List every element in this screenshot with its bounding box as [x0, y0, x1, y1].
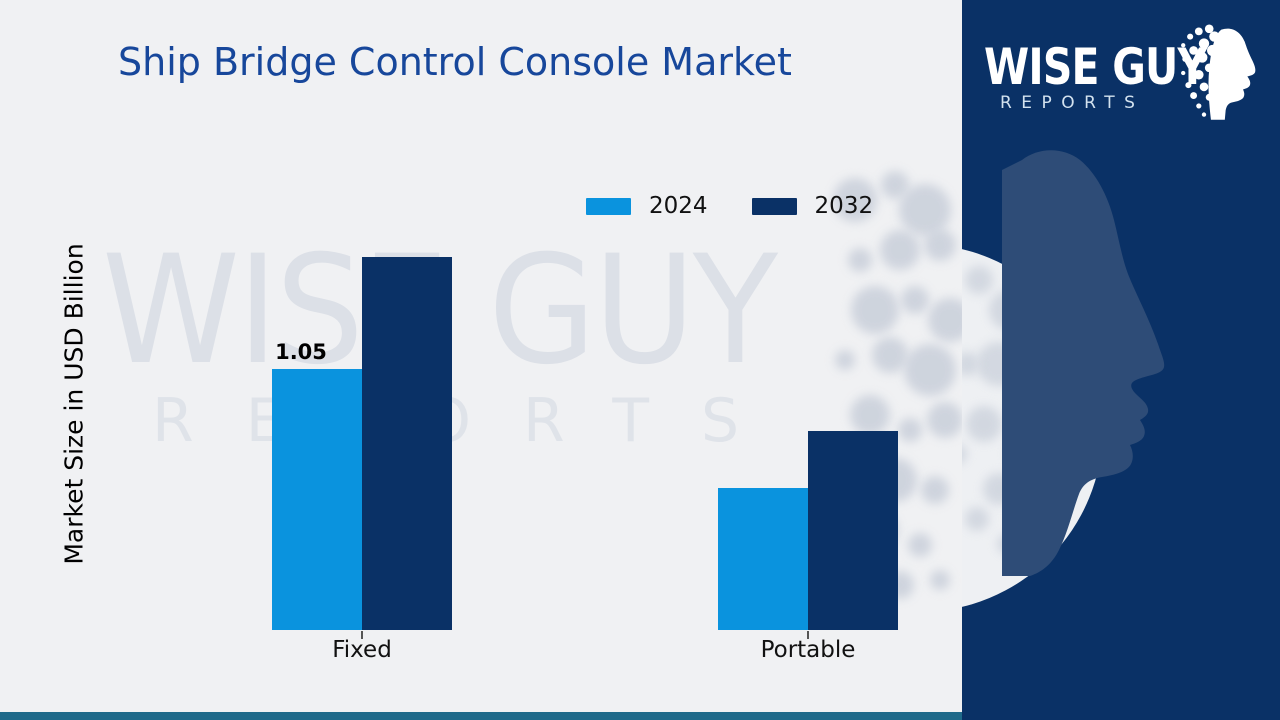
- brand-logo-name: WISE GUY: [984, 38, 1207, 96]
- brand-logo-sub: REPORTS: [1000, 93, 1145, 113]
- plot-area: 1.05 Fixed Portable: [0, 232, 962, 663]
- bar-value-label-fixed-2024: 1.05: [275, 339, 327, 364]
- bar-portable-2032: [808, 431, 898, 630]
- footer-accent-bar: [0, 712, 1280, 720]
- legend-item-2032: 2032: [751, 193, 874, 219]
- legend-swatch-2032: [751, 197, 797, 215]
- legend-item-2024: 2024: [586, 193, 708, 219]
- x-axis-tick-fixed: [361, 631, 363, 639]
- legend: 2024 2032: [586, 193, 873, 219]
- category-label-fixed: Fixed: [332, 637, 392, 663]
- bar-portable-2024: [718, 488, 808, 630]
- bar-fixed-2024: [272, 368, 362, 630]
- brand-panel: WISE GUY REPORTS: [962, 0, 1280, 720]
- bar-fixed-2032: [362, 256, 452, 630]
- brand-logo-head-icon: [1181, 24, 1256, 120]
- x-axis-tick-portable: [807, 631, 809, 639]
- legend-label-2032: 2032: [814, 193, 874, 219]
- head-profile-silhouette-icon: [1002, 150, 1165, 576]
- category-label-portable: Portable: [760, 637, 856, 663]
- chart-title: Ship Bridge Control Console Market: [118, 40, 792, 84]
- legend-label-2024: 2024: [649, 193, 708, 219]
- legend-swatch-2024: [586, 197, 631, 215]
- bar-group-fixed: 1.05 Fixed: [272, 232, 452, 663]
- bar-group-portable: Portable: [718, 232, 898, 663]
